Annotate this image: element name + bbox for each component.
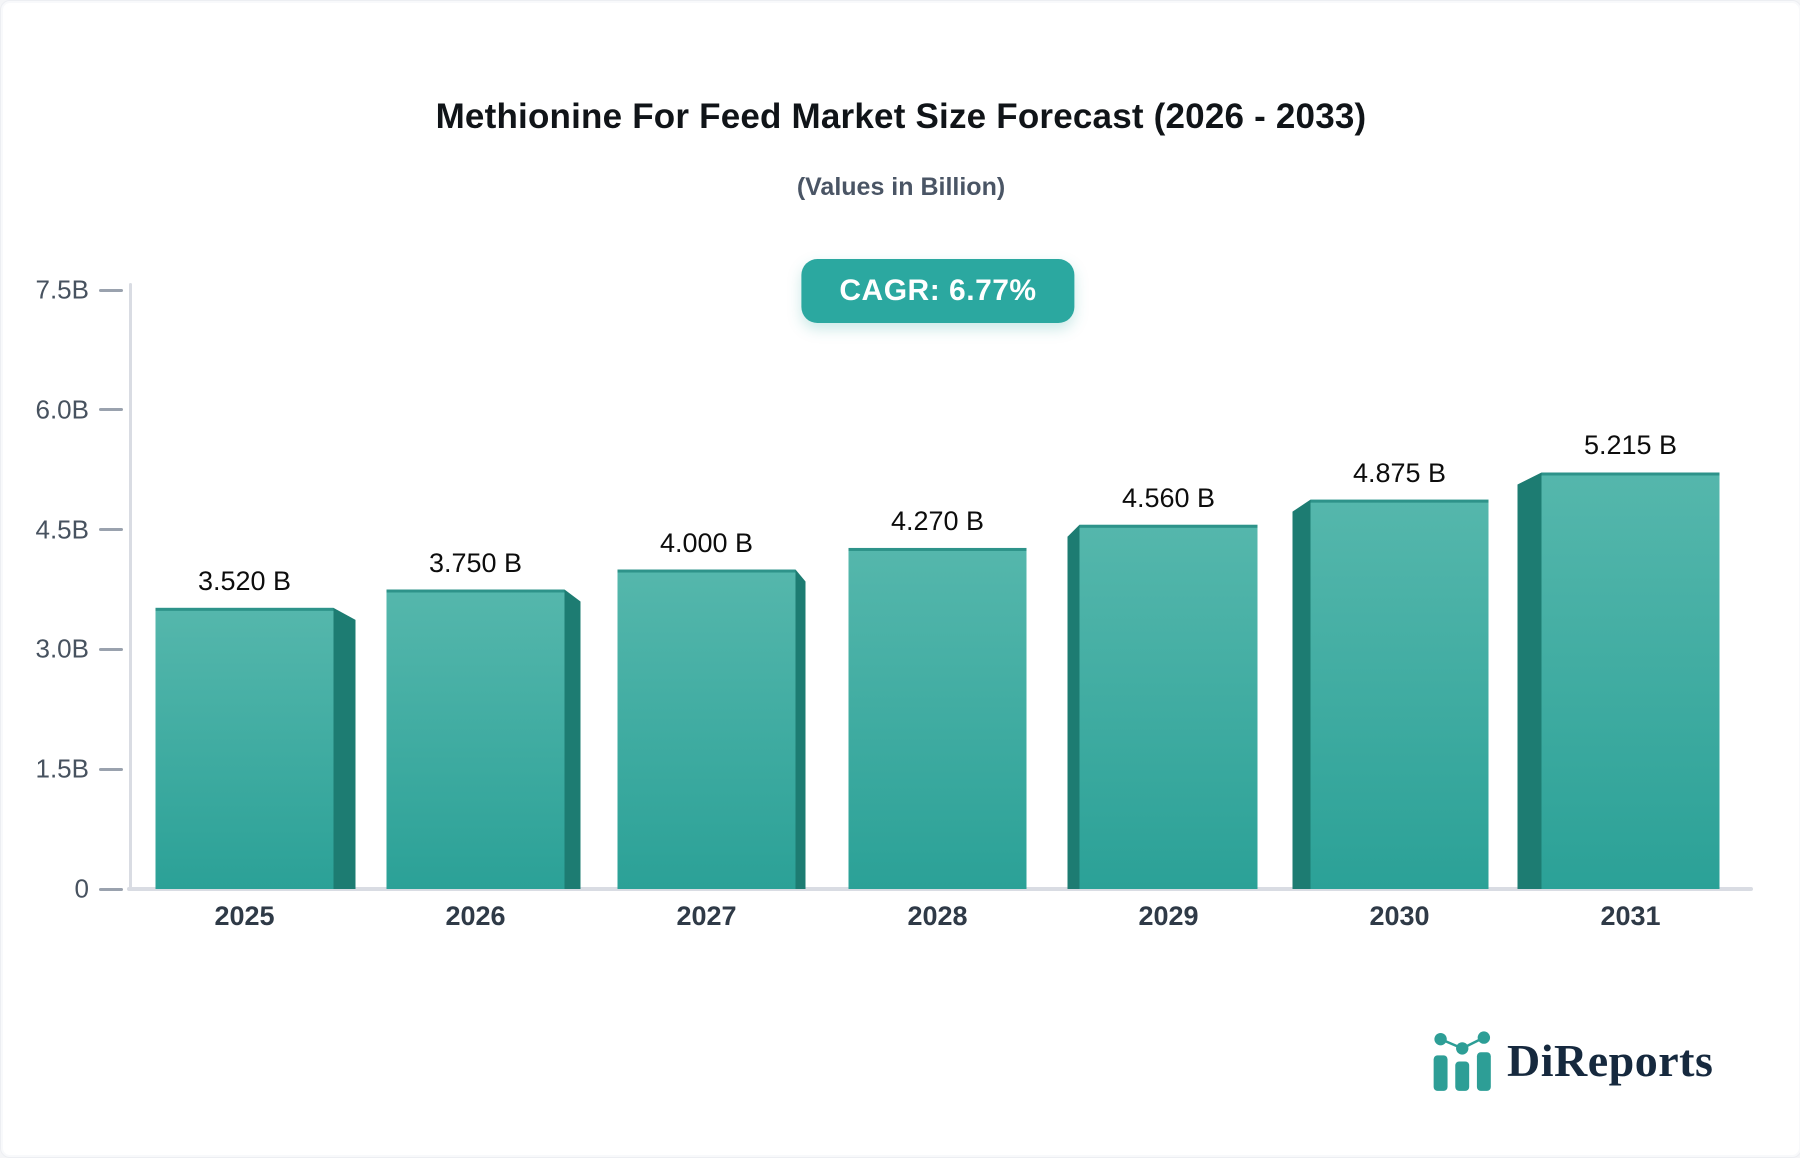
x-axis-label: 2031	[1600, 901, 1661, 931]
x-axis-label: 2030	[1369, 901, 1430, 931]
bar-value-label: 3.520 B	[197, 565, 292, 596]
bar-front-face	[1079, 524, 1258, 889]
y-tick-dash	[99, 647, 123, 651]
x-axis-label: 2026	[445, 901, 506, 931]
y-tick-label: 0	[74, 873, 89, 904]
bar-value-label: 4.875 B	[1352, 457, 1447, 488]
y-tick-dash	[99, 408, 123, 412]
bar-value-label: 4.270 B	[890, 505, 985, 536]
bar-top-edge	[386, 589, 565, 593]
bar-front-face	[1310, 499, 1489, 889]
bar-top-edge	[848, 547, 1027, 551]
logo-text: DiReports	[1507, 1034, 1714, 1086]
bar-side-face	[1292, 499, 1311, 889]
x-axis-label: 2029	[1138, 901, 1199, 931]
bar-top-edge	[1541, 472, 1720, 476]
bar-2028	[848, 547, 1027, 889]
y-tick-dash	[99, 887, 123, 891]
bar-value-label: 3.750 B	[428, 547, 523, 578]
bar-2027	[617, 569, 806, 889]
y-tick-label: 3.0B	[35, 633, 90, 664]
mini-bar-chart-logo-icon	[1433, 1031, 1491, 1091]
bar-side-face	[1517, 472, 1542, 889]
bar-2025	[155, 607, 356, 889]
bar-side-face	[564, 589, 581, 889]
y-tick-label: 6.0B	[35, 394, 90, 425]
bar-value-label: 4.000 B	[659, 527, 754, 558]
y-axis-line	[129, 283, 132, 889]
bar-value-label: 4.560 B	[1121, 482, 1216, 513]
x-axis-label: 2027	[676, 901, 737, 931]
bar-2029	[1067, 524, 1258, 889]
y-tick-label: 1.5B	[35, 753, 90, 784]
y-tick-dash	[99, 767, 123, 771]
bar-front-face	[1541, 472, 1720, 889]
brand-logo: DiReports	[1429, 1029, 1713, 1091]
bar-2031	[1517, 472, 1720, 889]
x-axis-label: 2028	[907, 901, 968, 931]
bar-top-edge	[155, 607, 334, 611]
bar-top-edge	[1079, 524, 1258, 528]
x-axis-label: 2025	[214, 901, 275, 931]
bar-value-label: 5.215 B	[1583, 430, 1678, 461]
bar-top-edge	[1310, 499, 1489, 503]
bar-side-face	[333, 607, 356, 889]
x-axis-baseline	[127, 887, 1753, 891]
plot-area	[129, 290, 1746, 889]
chart-title: Methionine For Feed Market Size Forecast…	[435, 97, 1367, 136]
bar-front-face	[155, 607, 334, 889]
bar-top-edge	[617, 569, 796, 573]
bar-side-face	[1067, 524, 1080, 889]
bar-front-face	[848, 547, 1027, 889]
cagr-badge: CAGR: 6.77%	[801, 259, 1075, 323]
y-tick-dash	[99, 288, 123, 292]
y-tick-label: 7.5B	[35, 274, 90, 305]
y-tick-label: 4.5B	[35, 514, 90, 545]
bar-front-face	[386, 589, 565, 889]
bar-side-face	[795, 569, 806, 889]
bar-front-face	[617, 569, 796, 889]
bar-2026	[386, 589, 581, 889]
y-tick-dash	[99, 528, 123, 532]
bars-svg	[155, 472, 1720, 889]
bar-2030	[1292, 499, 1489, 889]
chart-subtitle: (Values in Billion)	[796, 173, 1006, 201]
